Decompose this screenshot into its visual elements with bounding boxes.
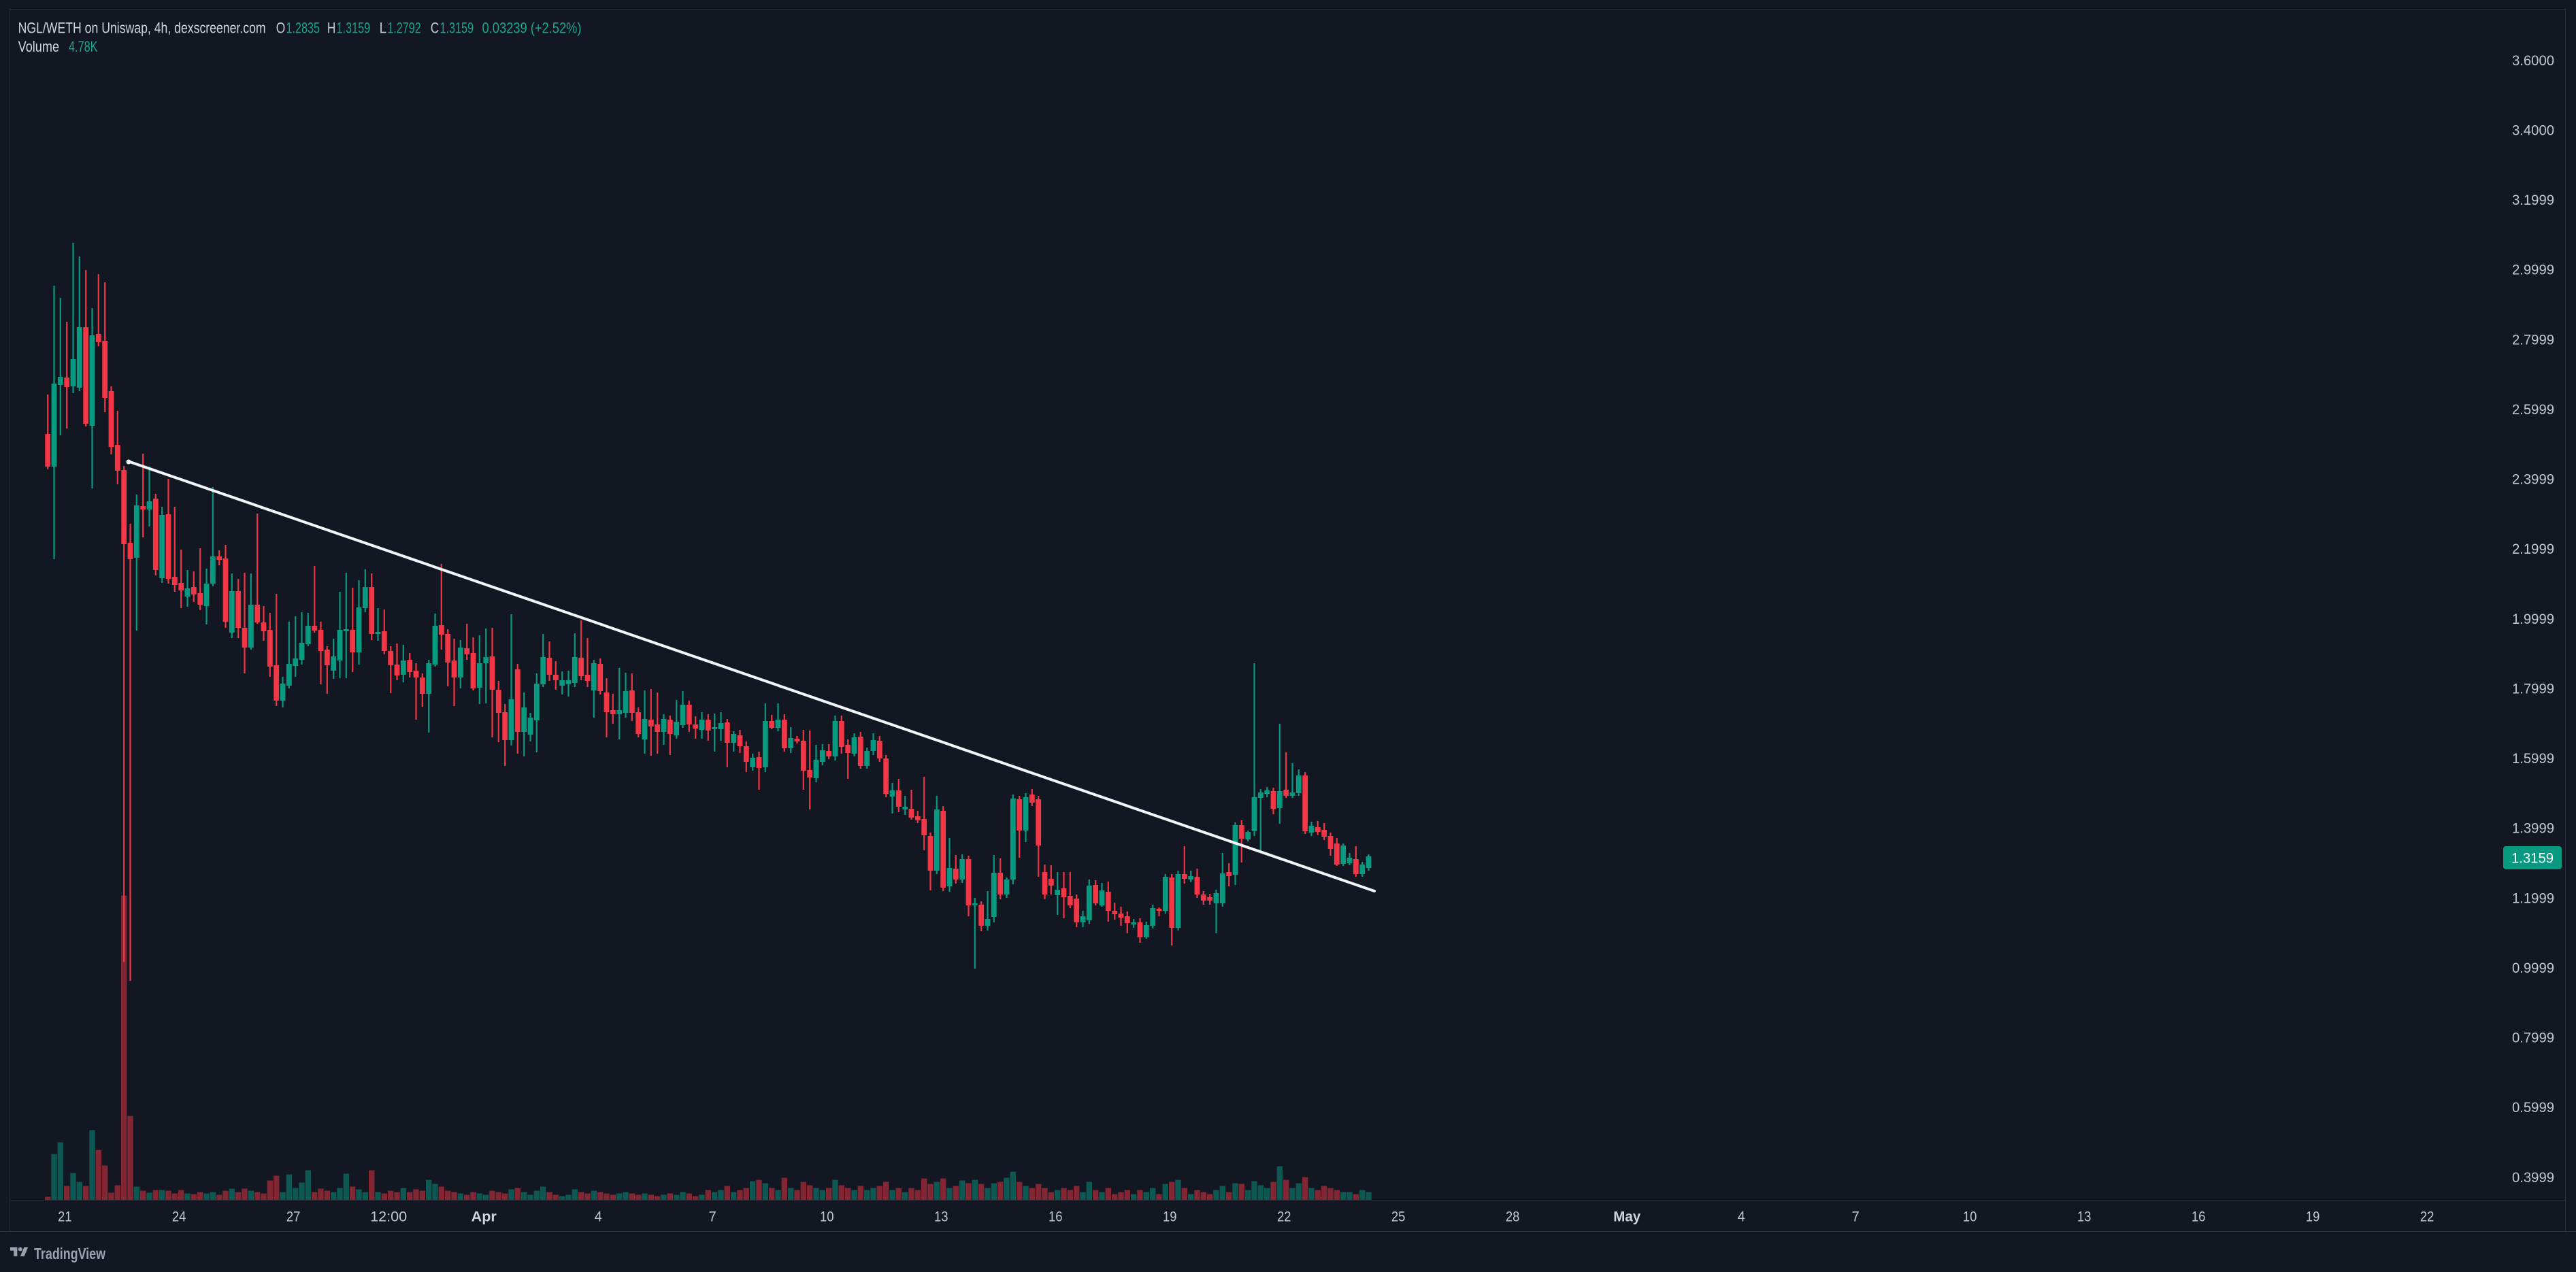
svg-text:Volume: Volume — [18, 38, 60, 55]
svg-text:TradingView: TradingView — [34, 1245, 105, 1262]
svg-text:0.03239 (+2.52%): 0.03239 (+2.52%) — [482, 20, 582, 37]
svg-text:25: 25 — [1391, 1209, 1405, 1225]
svg-text:16: 16 — [1048, 1209, 1063, 1225]
svg-text:C: C — [431, 20, 440, 37]
svg-text:NGL/WETH on Uniswap, 4h, dexsc: NGL/WETH on Uniswap, 4h, dexscreener.com — [18, 20, 266, 37]
svg-text:7: 7 — [1852, 1209, 1860, 1225]
svg-text:13: 13 — [2077, 1209, 2092, 1225]
svg-text:7: 7 — [709, 1209, 716, 1225]
svg-text:13: 13 — [934, 1209, 948, 1225]
svg-text:1.3999: 1.3999 — [2512, 821, 2554, 837]
svg-text:May: May — [1613, 1209, 1640, 1225]
svg-text:1.9999: 1.9999 — [2512, 612, 2554, 627]
svg-text:0.7999: 0.7999 — [2512, 1031, 2554, 1046]
svg-text:3.6000: 3.6000 — [2512, 53, 2554, 69]
svg-text:4: 4 — [1738, 1209, 1745, 1225]
svg-text:2.1999: 2.1999 — [2512, 541, 2554, 557]
svg-text:3.4000: 3.4000 — [2512, 122, 2554, 138]
svg-text:1.2792: 1.2792 — [387, 20, 421, 37]
svg-text:22: 22 — [2420, 1209, 2434, 1225]
svg-text:19: 19 — [1163, 1209, 1177, 1225]
svg-text:28: 28 — [1506, 1209, 1520, 1225]
svg-text:2.5999: 2.5999 — [2512, 402, 2554, 418]
svg-text:2.9999: 2.9999 — [2512, 263, 2554, 278]
svg-text:H: H — [327, 20, 336, 37]
svg-text:12:00: 12:00 — [370, 1209, 407, 1225]
svg-text:L: L — [380, 20, 387, 37]
svg-text:2.7999: 2.7999 — [2512, 332, 2554, 348]
svg-text:1.3159: 1.3159 — [337, 20, 370, 37]
svg-text:10: 10 — [1963, 1209, 1977, 1225]
svg-text:0.9999: 0.9999 — [2512, 960, 2554, 976]
svg-text:27: 27 — [286, 1209, 301, 1225]
svg-text:3.1999: 3.1999 — [2512, 193, 2554, 208]
svg-text:21: 21 — [58, 1209, 72, 1225]
svg-text:22: 22 — [1277, 1209, 1291, 1225]
svg-text:0.3999: 0.3999 — [2512, 1170, 2554, 1186]
svg-text:0.5999: 0.5999 — [2512, 1100, 2554, 1116]
svg-text:1.7999: 1.7999 — [2512, 681, 2554, 697]
svg-text:1.2835: 1.2835 — [286, 20, 320, 37]
svg-text:1.5999: 1.5999 — [2512, 751, 2554, 767]
svg-text:O: O — [276, 20, 286, 37]
svg-text:4.78K: 4.78K — [69, 38, 98, 55]
svg-text:4: 4 — [595, 1209, 602, 1225]
svg-text:1.1999: 1.1999 — [2512, 890, 2554, 906]
svg-text:Apr: Apr — [472, 1209, 497, 1225]
svg-text:10: 10 — [820, 1209, 834, 1225]
svg-text:24: 24 — [172, 1209, 186, 1225]
svg-text:19: 19 — [2306, 1209, 2320, 1225]
svg-text:1.3159: 1.3159 — [440, 20, 474, 37]
svg-text:1.3159: 1.3159 — [2511, 851, 2554, 867]
svg-text:2.3999: 2.3999 — [2512, 472, 2554, 488]
svg-text:16: 16 — [2192, 1209, 2206, 1225]
